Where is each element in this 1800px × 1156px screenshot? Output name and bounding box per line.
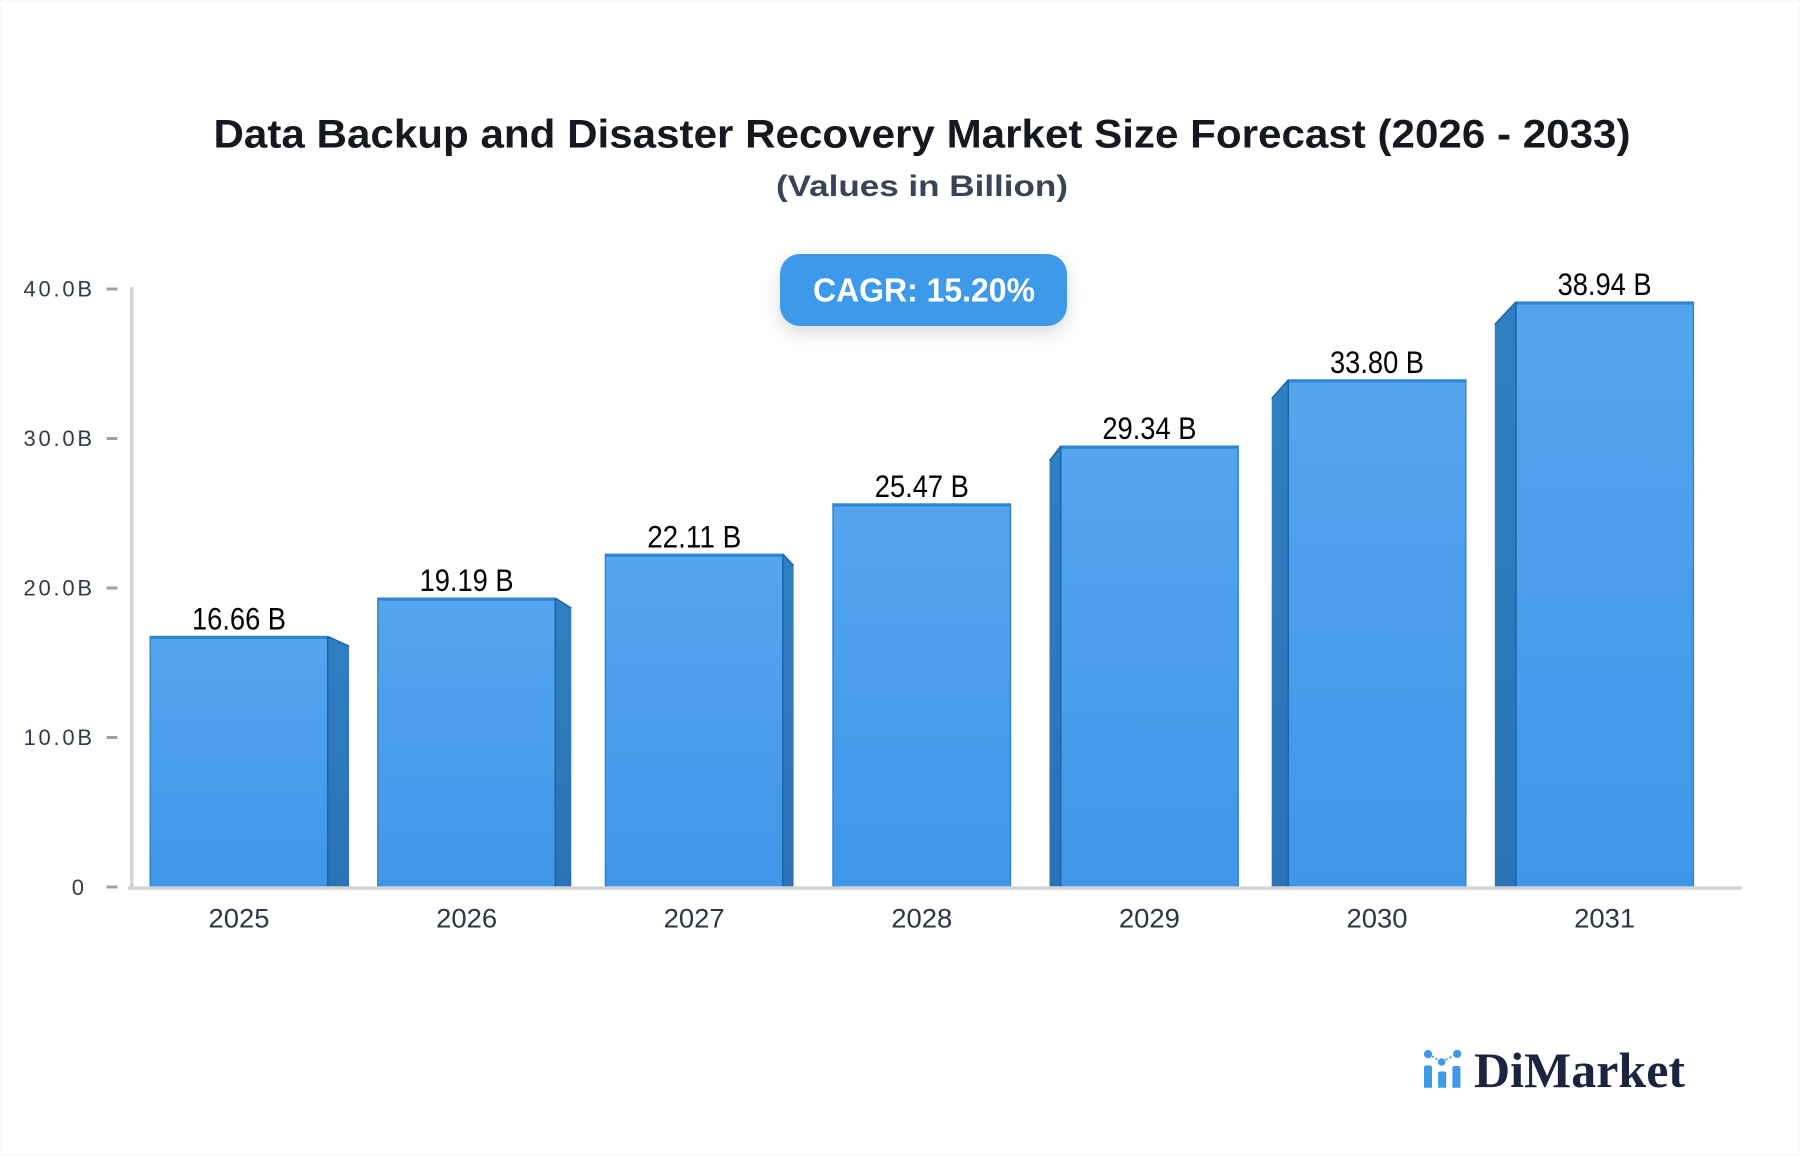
- svg-text:DiMarket: DiMarket: [1474, 1042, 1685, 1098]
- svg-text:2026: 2026: [436, 904, 497, 934]
- svg-text:16.66 B: 16.66 B: [192, 601, 286, 637]
- svg-text:40.0B: 40.0B: [24, 277, 93, 302]
- svg-text:2031: 2031: [1574, 904, 1635, 934]
- svg-text:30.0B: 30.0B: [24, 426, 93, 451]
- svg-text:(Values in Billion): (Values in Billion): [776, 170, 1068, 203]
- svg-text:29.34 B: 29.34 B: [1102, 410, 1196, 446]
- svg-text:33.80 B: 33.80 B: [1330, 344, 1424, 380]
- svg-text:CAGR: 15.20%: CAGR: 15.20%: [813, 272, 1035, 309]
- svg-text:2027: 2027: [664, 904, 725, 934]
- svg-text:2028: 2028: [891, 904, 952, 934]
- svg-text:Data Backup and Disaster Recov: Data Backup and Disaster Recovery Market…: [214, 113, 1631, 157]
- svg-text:0: 0: [72, 875, 84, 900]
- svg-text:25.47 B: 25.47 B: [875, 468, 969, 504]
- svg-text:22.11 B: 22.11 B: [647, 518, 741, 554]
- svg-text:2030: 2030: [1347, 904, 1408, 934]
- svg-text:19.19 B: 19.19 B: [420, 562, 514, 598]
- svg-text:2025: 2025: [209, 904, 270, 934]
- svg-text:20.0B: 20.0B: [24, 576, 93, 601]
- svg-text:38.94 B: 38.94 B: [1558, 266, 1652, 302]
- svg-text:10.0B: 10.0B: [24, 725, 93, 750]
- svg-text:2029: 2029: [1119, 904, 1180, 934]
